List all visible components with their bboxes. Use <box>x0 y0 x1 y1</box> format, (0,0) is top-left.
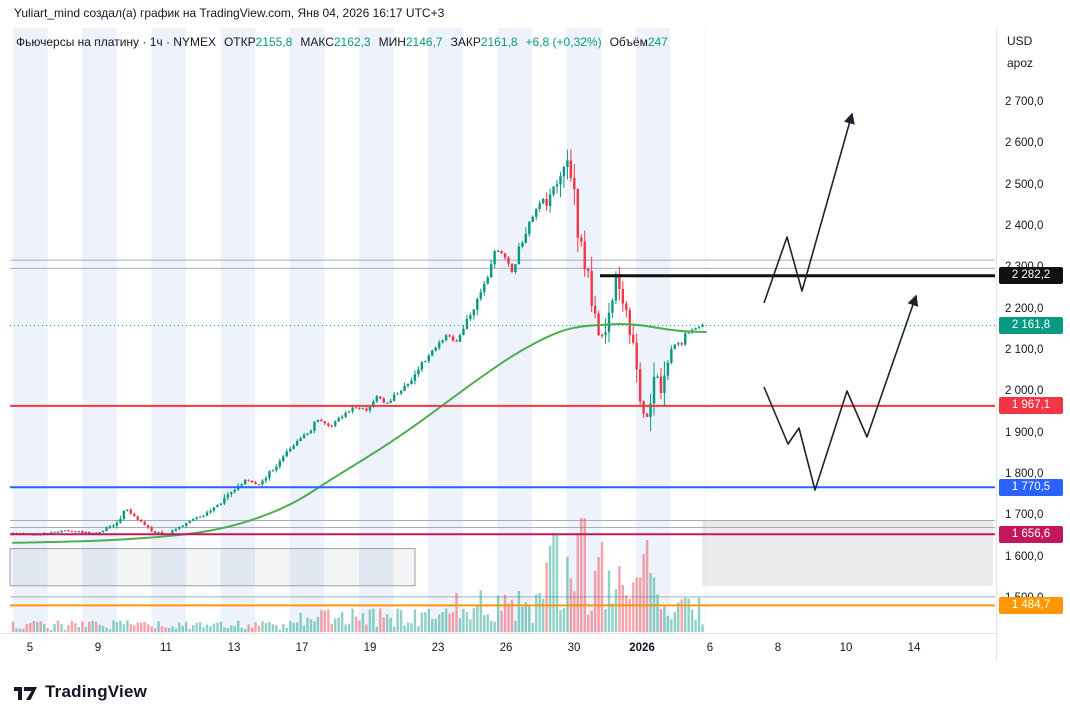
legend-field-макс: МАКС2162,3 <box>300 35 371 49</box>
price-scale-tick: 1 700,0 <box>1005 509 1044 522</box>
price-scale-tick: 1 900,0 <box>1005 426 1044 439</box>
tradingview-branding[interactable]: TradingView <box>14 682 147 702</box>
price-scale-currency: USD <box>1007 34 1033 48</box>
price-scale-tick: 2 600,0 <box>1005 137 1044 150</box>
time-scale-tick: 6 <box>706 642 714 654</box>
price-scale-tick: 1 600,0 <box>1005 550 1044 563</box>
price-level-badge: 2 161,8 <box>999 316 1063 334</box>
time-scale-tick: 10 <box>839 642 853 654</box>
price-level-badge: 1 967,1 <box>999 397 1063 415</box>
time-scale-tick: 13 <box>227 642 241 654</box>
time-scale-tick: 9 <box>94 642 102 654</box>
time-scale-tick: 17 <box>295 642 309 654</box>
price-scale-tick: 2 400,0 <box>1005 219 1044 232</box>
time-scale[interactable]: 5 9 11 13 17 19 23 26 30 2026 6 8 10 14 <box>0 633 996 664</box>
volume-value: 247 <box>647 35 668 49</box>
snapshot-attribution: Yuliart_mind создал(а) график на Trading… <box>14 6 445 20</box>
legend-volume: Объём247 <box>610 35 668 49</box>
legend-field-мин: МИН2146,7 <box>378 35 443 49</box>
price-scale-tick: 1 800,0 <box>1005 467 1044 480</box>
tradingview-wordmark: TradingView <box>45 682 148 701</box>
price-level-badge: 1 484,7 <box>999 596 1063 614</box>
time-scale-tick: 11 <box>160 642 172 654</box>
time-scale-tick: 8 <box>774 642 782 654</box>
time-scale-tick: 30 <box>567 642 581 654</box>
time-scale-tick: 14 <box>907 642 921 654</box>
volume-label: Объём <box>609 35 648 49</box>
time-scale-tick: 23 <box>431 642 445 654</box>
legend-ohlc-fields: ОТКР2155,8 МАКС2162,3 МИН2146,7 ЗАКР2161,8 <box>224 35 518 49</box>
time-scale-tick: 26 <box>499 642 513 654</box>
time-scale-tick: 19 <box>363 642 377 654</box>
legend-field-откр: ОТКР2155,8 <box>223 35 293 49</box>
price-level-badge: 1 770,5 <box>999 478 1063 496</box>
price-scale[interactable]: USD apoz 2 700,02 600,02 500,02 400,02 3… <box>996 28 1070 662</box>
price-scale-unit: apoz <box>1007 56 1034 70</box>
price-scale-tick: 2 200,0 <box>1005 302 1044 315</box>
time-scale-tick: 5 <box>26 642 34 654</box>
price-level-badge: 2 282,2 <box>999 267 1063 285</box>
legend-change: +6,8 (+0,32%) <box>525 35 602 49</box>
tradingview-logo-icon <box>14 686 37 700</box>
legend-field-закр: ЗАКР2161,8 <box>450 35 518 49</box>
price-scale-tick: 2 000,0 <box>1005 385 1044 398</box>
price-scale-tick: 2 700,0 <box>1005 96 1044 108</box>
time-scale-tick: 2026 <box>629 642 655 654</box>
symbol-title[interactable]: Фьючерсы на платину · 1ч · NYMEX <box>16 35 216 49</box>
price-scale-tick: 2 100,0 <box>1005 343 1044 356</box>
chart-legend: Фьючерсы на платину · 1ч · NYMEX ОТКР215… <box>16 35 668 49</box>
price-level-badge: 1 656,6 <box>999 525 1063 543</box>
price-scale-tick: 2 500,0 <box>1005 178 1044 191</box>
